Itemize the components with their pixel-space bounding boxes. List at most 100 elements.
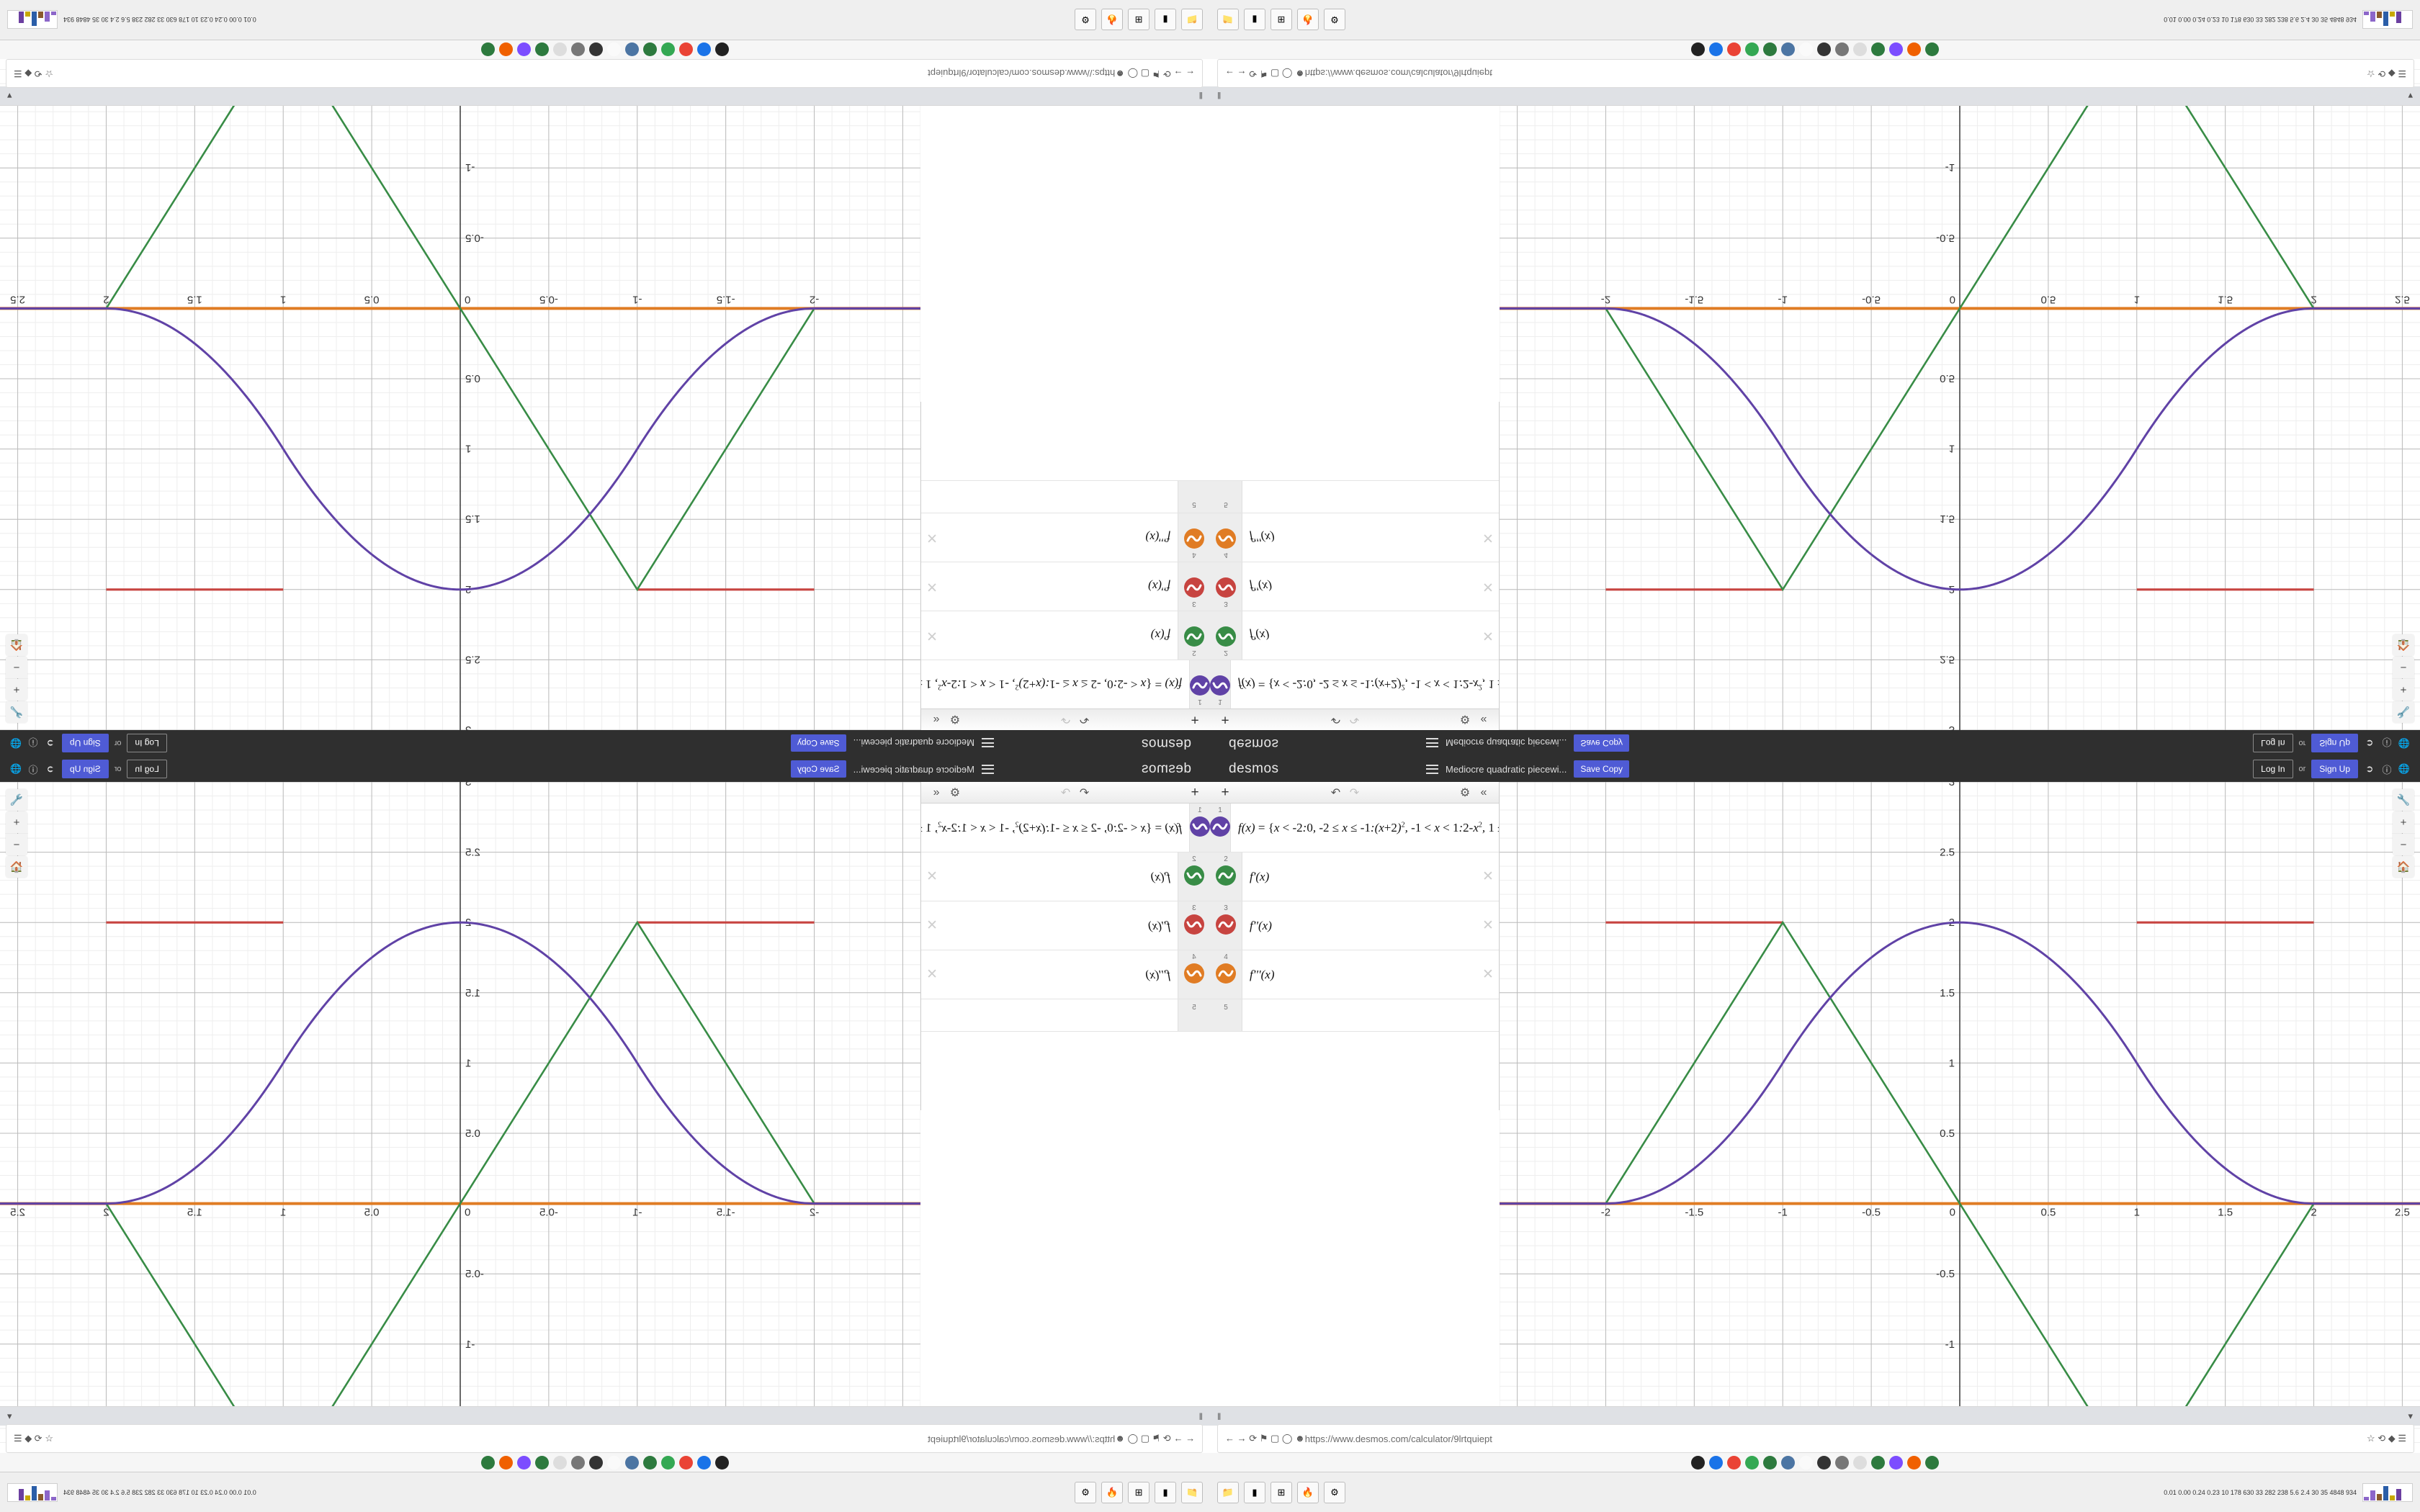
- expression-color-swatch[interactable]: [1190, 675, 1210, 696]
- settings-icon[interactable]: ⚙: [1075, 1481, 1096, 1503]
- files-icon[interactable]: 📁: [1217, 9, 1239, 31]
- zoom-in-icon[interactable]: +: [6, 811, 27, 833]
- expression-row[interactable]: 3 f''(x) ✕: [1210, 901, 1499, 950]
- home-icon[interactable]: 🏠: [2393, 634, 2414, 656]
- tabstrip-menu-icon[interactable]: ▾: [2408, 1410, 2413, 1421]
- terminal-icon[interactable]: ▮: [1155, 9, 1176, 31]
- gear-icon[interactable]: ⚙: [1456, 711, 1474, 729]
- expression-content[interactable]: f'''(x): [943, 513, 1178, 562]
- add-expression-button[interactable]: +: [1216, 711, 1234, 729]
- gear-orange-icon[interactable]: [499, 1455, 513, 1470]
- tabstrip-menu-icon[interactable]: ▾: [2408, 91, 2413, 102]
- calculator-icon[interactable]: ⊞: [1270, 9, 1292, 31]
- language-icon[interactable]: 🌐: [9, 738, 22, 749]
- log-in-button[interactable]: Log In: [2253, 734, 2293, 752]
- expression-content[interactable]: f'''(x): [1242, 513, 1477, 562]
- settings-icon[interactable]: ⚙: [1324, 1481, 1345, 1503]
- expression-color-swatch[interactable]: [1216, 577, 1236, 598]
- expression-row[interactable]: 2 f'(x) ✕: [921, 852, 1210, 901]
- delete-expression-button[interactable]: ✕: [926, 967, 938, 982]
- save-copy-button[interactable]: Save Copy: [790, 734, 846, 752]
- google-photos-icon[interactable]: [1727, 1455, 1741, 1470]
- help-icon[interactable]: ⓘ: [28, 764, 38, 775]
- expression-content[interactable]: f''(x): [1242, 562, 1477, 611]
- collapse-panel-button[interactable]: «: [1474, 711, 1493, 729]
- language-icon[interactable]: 🌐: [2398, 763, 2411, 774]
- url-text[interactable]: https://www.desmos.com/calculator/9lrtqu…: [928, 68, 1116, 79]
- gear-orange-icon[interactable]: [1907, 1455, 1921, 1470]
- delete-expression-button[interactable]: ✕: [926, 628, 938, 643]
- expression-row[interactable]: 3 f''(x) ✕: [921, 562, 1210, 611]
- expression-row-empty[interactable]: 5: [921, 999, 1210, 1032]
- expression-row[interactable]: 2 f'(x) ✕: [1210, 611, 1499, 660]
- expression-content[interactable]: f''(x): [943, 901, 1178, 950]
- log-in-button[interactable]: Log In: [2253, 760, 2293, 778]
- expression-color-swatch[interactable]: [1184, 914, 1204, 935]
- cc-icon[interactable]: [553, 1455, 567, 1470]
- bookmark-b-icon[interactable]: [715, 1455, 729, 1470]
- graph-canvas[interactable]: -2-1.5-1-0.50.511.522.50-1.5-1-0.50.511.…: [0, 27, 920, 730]
- log-in-button[interactable]: Log In: [127, 760, 167, 778]
- delete-expression-button[interactable]: ✕: [1482, 628, 1494, 643]
- home-icon[interactable]: 🏠: [6, 634, 27, 656]
- zoom-in-icon[interactable]: +: [2393, 679, 2414, 701]
- hamburger-menu-icon[interactable]: [982, 764, 994, 774]
- collapse-panel-button[interactable]: «: [927, 711, 946, 729]
- delete-expression-button[interactable]: ✕: [1482, 869, 1494, 884]
- url-text[interactable]: https://www.desmos.com/calculator/9lrtqu…: [1304, 1433, 1492, 1444]
- wrench-icon[interactable]: 🔧: [6, 701, 27, 723]
- expression-row[interactable]: 1 f(x) = {x < -2:0, -2 ≤ x ≤ -1:(x+2)2, …: [1210, 804, 1499, 852]
- google-g-icon[interactable]: [1709, 42, 1723, 57]
- expression-row[interactable]: 4 f'''(x) ✕: [921, 950, 1210, 999]
- expression-row[interactable]: 4 f'''(x) ✕: [1210, 513, 1499, 562]
- browser-menu-icons[interactable]: ☆ ⟲ ◆ ☰: [14, 68, 54, 79]
- expression-content[interactable]: f'(x): [943, 852, 1178, 901]
- wrench-icon[interactable]: 🔧: [2393, 701, 2414, 723]
- browser-tabstrip[interactable]: ‖ ▾: [0, 86, 1210, 106]
- bookmarks-bar[interactable]: [0, 1453, 1210, 1472]
- expression-content[interactable]: f'''(x): [943, 950, 1178, 999]
- terminal-icon[interactable]: ▮: [1244, 1481, 1265, 1503]
- help-icon[interactable]: ⓘ: [2382, 737, 2392, 748]
- expression-row[interactable]: 1 f(x) = {x < -2:0, -2 ≤ x ≤ -1:(x+2)2, …: [921, 804, 1210, 852]
- delete-expression-button[interactable]: ✕: [926, 530, 938, 545]
- expression-color-swatch[interactable]: [1216, 914, 1236, 935]
- gear-icon[interactable]: ⚙: [1456, 784, 1474, 801]
- mouse-icon[interactable]: [571, 1455, 585, 1470]
- expression-color-swatch[interactable]: [1216, 626, 1236, 647]
- delete-expression-button[interactable]: ✕: [1482, 579, 1494, 594]
- graph-title[interactable]: Mediocre quadratic piecewi...: [853, 737, 974, 749]
- gear-orange-icon[interactable]: [499, 42, 513, 57]
- zoom-out-icon[interactable]: −: [2393, 834, 2414, 855]
- google-g-icon[interactable]: [697, 42, 711, 57]
- terminal-icon[interactable]: ▮: [1155, 1481, 1176, 1503]
- firefox-icon[interactable]: 🔥: [1101, 9, 1123, 31]
- tabstrip-menu-icon[interactable]: ▾: [7, 1410, 12, 1421]
- bank-icon[interactable]: [1817, 42, 1831, 57]
- bookmark-b-icon[interactable]: [1691, 1455, 1705, 1470]
- graph-title[interactable]: Mediocre quadratic piecewi...: [1446, 763, 1567, 775]
- expression-row[interactable]: 3 f''(x) ✕: [1210, 562, 1499, 611]
- desmos3-icon[interactable]: [481, 42, 495, 57]
- expression-content[interactable]: f(x) = {x < -2:0, -2 ≤ x ≤ -1:(x+2)2, -1…: [921, 660, 1189, 708]
- files-icon[interactable]: 📁: [1217, 1481, 1239, 1503]
- vk-icon[interactable]: [625, 1455, 639, 1470]
- chat-icon[interactable]: [517, 42, 531, 57]
- graph-title[interactable]: Mediocre quadratic piecewi...: [1446, 737, 1567, 749]
- desmos-icon[interactable]: [643, 1455, 657, 1470]
- delete-expression-button[interactable]: ✕: [926, 918, 938, 933]
- google-g2-icon[interactable]: [1745, 42, 1759, 57]
- browser-nav-icons[interactable]: ← → ⟳ ⚑ ▢ ◯ ☻: [1225, 1433, 1305, 1444]
- expression-color-swatch[interactable]: [1216, 528, 1236, 549]
- firefox-icon[interactable]: 🔥: [1101, 1481, 1123, 1503]
- redo-icon[interactable]: ↷: [1345, 711, 1364, 729]
- google-g2-icon[interactable]: [1745, 1455, 1759, 1470]
- firefox-icon[interactable]: 🔥: [1297, 1481, 1319, 1503]
- google-g2-icon[interactable]: [661, 1455, 675, 1470]
- expression-color-swatch[interactable]: [1184, 528, 1204, 549]
- thumb-icon[interactable]: [1799, 42, 1813, 57]
- wrench-icon[interactable]: 🔧: [2393, 789, 2414, 811]
- expression-content[interactable]: f'''(x): [1242, 950, 1477, 999]
- gear-orange-icon[interactable]: [1907, 42, 1921, 57]
- browser-tabstrip[interactable]: ‖ ▾: [1210, 1406, 2420, 1426]
